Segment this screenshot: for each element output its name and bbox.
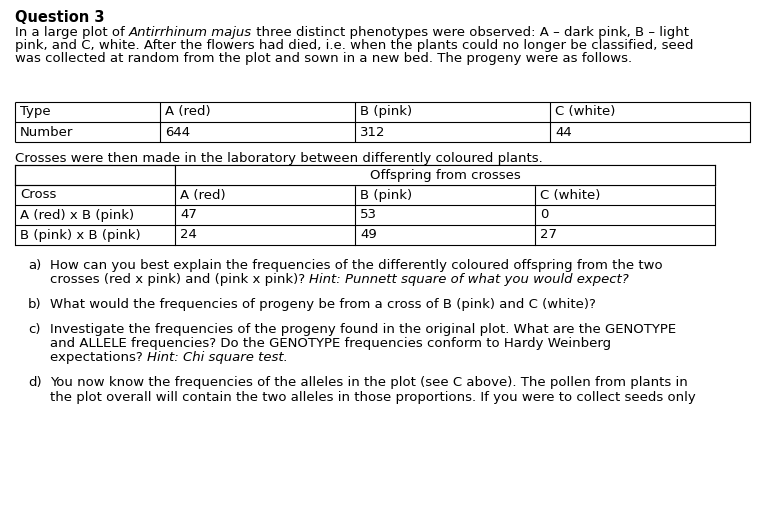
Text: 24: 24: [180, 228, 197, 242]
Text: 312: 312: [360, 126, 385, 139]
Text: expectations?: expectations?: [50, 351, 147, 365]
Text: was collected at random from the plot and sown in a new bed. The progeny were as: was collected at random from the plot an…: [15, 52, 632, 65]
Text: A (red): A (red): [180, 188, 225, 202]
Text: You now know the frequencies of the alleles in the plot (see C above). The polle: You now know the frequencies of the alle…: [50, 376, 688, 389]
Text: b): b): [28, 298, 41, 311]
Text: A (red) x B (pink): A (red) x B (pink): [20, 208, 134, 222]
Text: Question 3: Question 3: [15, 10, 105, 25]
Text: c): c): [28, 323, 41, 336]
Text: How can you best explain the frequencies of the differently coloured offspring f: How can you best explain the frequencies…: [50, 259, 663, 272]
Text: A (red): A (red): [165, 106, 211, 119]
Text: 44: 44: [555, 126, 572, 139]
Text: Hint: Chi square test.: Hint: Chi square test.: [147, 351, 288, 365]
Text: 27: 27: [540, 228, 557, 242]
Text: a): a): [28, 259, 41, 272]
Text: d): d): [28, 376, 41, 389]
Text: the plot overall will contain the two alleles in those proportions. If you were : the plot overall will contain the two al…: [50, 390, 696, 404]
Text: B (pink): B (pink): [360, 188, 412, 202]
Text: Cross: Cross: [20, 188, 56, 202]
Text: C (white): C (white): [540, 188, 601, 202]
Text: and ALLELE frequencies? Do the GENOTYPE frequencies conform to Hardy Weinberg: and ALLELE frequencies? Do the GENOTYPE …: [50, 337, 611, 350]
Text: What would the frequencies of progeny be from a cross of B (pink) and C (white)?: What would the frequencies of progeny be…: [50, 298, 596, 311]
Text: B (pink): B (pink): [360, 106, 412, 119]
Text: Type: Type: [20, 106, 51, 119]
Text: In a large plot of: In a large plot of: [15, 26, 129, 39]
Text: C (white): C (white): [555, 106, 615, 119]
Text: Number: Number: [20, 126, 73, 139]
Text: Crosses were then made in the laboratory between differently coloured plants.: Crosses were then made in the laboratory…: [15, 152, 543, 165]
Text: 0: 0: [540, 208, 548, 222]
Text: Investigate the frequencies of the progeny found in the original plot. What are : Investigate the frequencies of the proge…: [50, 323, 676, 336]
Text: pink, and C, white. After the flowers had died, i.e. when the plants could no lo: pink, and C, white. After the flowers ha…: [15, 39, 693, 52]
Text: Offspring from crosses: Offspring from crosses: [370, 168, 520, 182]
Text: 49: 49: [360, 228, 377, 242]
Text: crosses (red x pink) and (pink x pink)?: crosses (red x pink) and (pink x pink)?: [50, 273, 310, 286]
Text: Antirrhinum majus: Antirrhinum majus: [129, 26, 252, 39]
Text: three distinct phenotypes were observed: A – dark pink, B – light: three distinct phenotypes were observed:…: [252, 26, 689, 39]
Text: B (pink) x B (pink): B (pink) x B (pink): [20, 228, 140, 242]
Text: 644: 644: [165, 126, 190, 139]
Text: 47: 47: [180, 208, 197, 222]
Text: 53: 53: [360, 208, 377, 222]
Text: Hint: Punnett square of what you would expect?: Hint: Punnett square of what you would e…: [310, 273, 629, 286]
